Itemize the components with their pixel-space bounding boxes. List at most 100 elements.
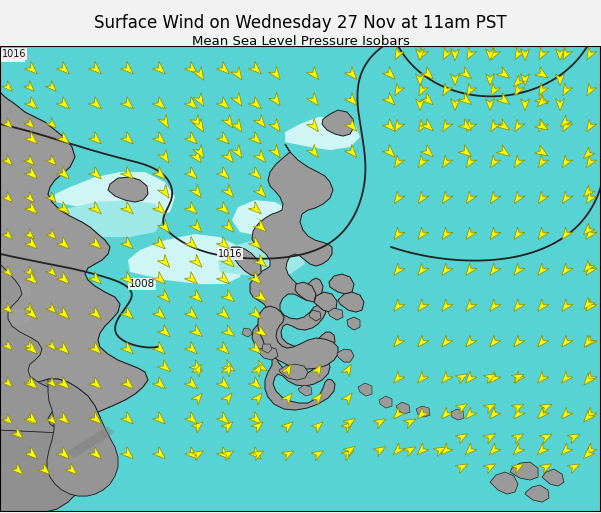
- Polygon shape: [216, 446, 230, 459]
- Polygon shape: [496, 145, 510, 156]
- Polygon shape: [314, 292, 337, 312]
- Polygon shape: [128, 234, 245, 284]
- Polygon shape: [83, 436, 99, 448]
- Polygon shape: [538, 155, 549, 168]
- Polygon shape: [157, 360, 171, 371]
- Polygon shape: [586, 263, 597, 275]
- Polygon shape: [466, 227, 477, 240]
- Polygon shape: [157, 324, 170, 337]
- Polygon shape: [418, 407, 429, 419]
- Polygon shape: [152, 377, 165, 389]
- Polygon shape: [248, 411, 261, 424]
- Polygon shape: [561, 443, 573, 455]
- Polygon shape: [459, 67, 472, 78]
- Polygon shape: [120, 236, 133, 249]
- Polygon shape: [467, 47, 477, 60]
- Polygon shape: [248, 167, 261, 179]
- Polygon shape: [486, 98, 495, 111]
- Polygon shape: [2, 229, 12, 240]
- Polygon shape: [221, 289, 234, 302]
- Polygon shape: [88, 96, 102, 109]
- Polygon shape: [538, 191, 549, 204]
- Polygon shape: [193, 92, 204, 106]
- Polygon shape: [555, 98, 564, 111]
- Polygon shape: [120, 96, 133, 109]
- Polygon shape: [466, 371, 477, 383]
- Polygon shape: [442, 155, 453, 168]
- Polygon shape: [254, 360, 267, 371]
- Polygon shape: [534, 93, 548, 104]
- Polygon shape: [48, 200, 165, 237]
- Polygon shape: [419, 47, 429, 60]
- Polygon shape: [520, 98, 529, 111]
- Polygon shape: [231, 67, 242, 80]
- Polygon shape: [442, 119, 453, 132]
- Polygon shape: [0, 379, 103, 512]
- Polygon shape: [311, 393, 322, 405]
- Polygon shape: [23, 303, 34, 313]
- Polygon shape: [216, 306, 230, 319]
- Polygon shape: [459, 145, 472, 156]
- Polygon shape: [216, 342, 230, 354]
- Polygon shape: [25, 236, 37, 249]
- Polygon shape: [490, 191, 501, 204]
- Polygon shape: [88, 62, 102, 74]
- Polygon shape: [309, 310, 321, 321]
- Polygon shape: [534, 119, 548, 130]
- Polygon shape: [514, 83, 525, 96]
- Polygon shape: [538, 227, 549, 240]
- Polygon shape: [221, 325, 235, 337]
- Polygon shape: [466, 191, 477, 204]
- Polygon shape: [216, 271, 230, 284]
- Polygon shape: [248, 236, 261, 249]
- Polygon shape: [394, 155, 404, 168]
- Polygon shape: [248, 446, 261, 459]
- Polygon shape: [248, 202, 261, 214]
- Polygon shape: [455, 374, 468, 384]
- Polygon shape: [46, 340, 56, 350]
- Polygon shape: [542, 469, 564, 486]
- Polygon shape: [251, 364, 261, 377]
- Polygon shape: [555, 74, 564, 86]
- Polygon shape: [420, 92, 433, 105]
- Polygon shape: [337, 349, 354, 362]
- Polygon shape: [393, 443, 405, 455]
- Polygon shape: [2, 81, 12, 91]
- Polygon shape: [46, 117, 56, 128]
- Polygon shape: [455, 464, 468, 473]
- Polygon shape: [108, 177, 148, 202]
- Polygon shape: [416, 406, 430, 417]
- Polygon shape: [415, 49, 424, 61]
- Polygon shape: [221, 360, 235, 371]
- Polygon shape: [25, 271, 37, 284]
- Polygon shape: [311, 422, 323, 433]
- Polygon shape: [537, 443, 549, 455]
- Polygon shape: [585, 371, 597, 383]
- Polygon shape: [120, 167, 133, 179]
- Polygon shape: [511, 374, 524, 384]
- Polygon shape: [25, 96, 37, 109]
- Polygon shape: [120, 131, 133, 144]
- Polygon shape: [520, 74, 529, 86]
- Polygon shape: [189, 220, 202, 232]
- Polygon shape: [307, 119, 319, 132]
- Polygon shape: [152, 62, 165, 74]
- Polygon shape: [193, 145, 204, 159]
- Polygon shape: [120, 411, 133, 424]
- Polygon shape: [185, 377, 197, 389]
- Polygon shape: [513, 407, 525, 419]
- Polygon shape: [185, 131, 197, 144]
- Polygon shape: [242, 328, 252, 337]
- Polygon shape: [23, 413, 34, 424]
- Polygon shape: [418, 155, 429, 168]
- Polygon shape: [88, 377, 102, 389]
- Polygon shape: [46, 266, 56, 277]
- Polygon shape: [248, 377, 261, 389]
- Polygon shape: [2, 192, 12, 202]
- Polygon shape: [2, 413, 12, 424]
- Polygon shape: [341, 364, 352, 377]
- Polygon shape: [46, 81, 56, 91]
- Polygon shape: [459, 92, 472, 105]
- Polygon shape: [338, 292, 364, 312]
- Polygon shape: [560, 115, 572, 127]
